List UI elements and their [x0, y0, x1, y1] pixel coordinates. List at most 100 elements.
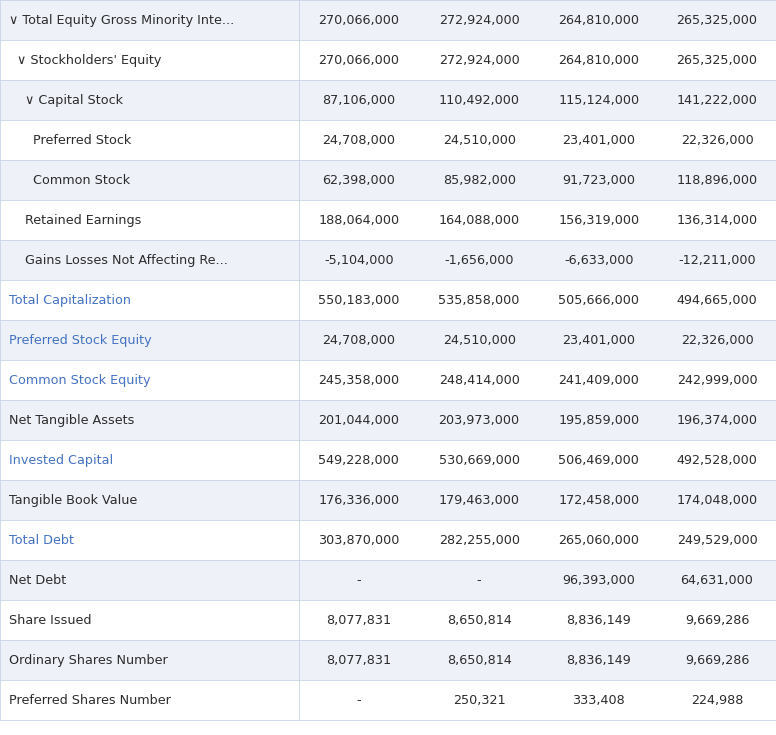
- Bar: [0, 440, 776, 480]
- Text: 494,665,000: 494,665,000: [677, 293, 757, 306]
- Bar: [0, 320, 776, 360]
- Text: Tangible Book Value: Tangible Book Value: [9, 494, 137, 506]
- Text: 23,401,000: 23,401,000: [562, 334, 636, 347]
- Text: -5,104,000: -5,104,000: [324, 254, 393, 267]
- Text: 115,124,000: 115,124,000: [558, 93, 639, 107]
- Text: Share Issued: Share Issued: [9, 614, 92, 627]
- Bar: [0, 520, 776, 560]
- Text: 195,859,000: 195,859,000: [558, 414, 639, 427]
- Text: Net Debt: Net Debt: [9, 574, 67, 587]
- Text: 535,858,000: 535,858,000: [438, 293, 520, 306]
- Text: Total Capitalization: Total Capitalization: [9, 293, 131, 306]
- Text: Common Stock: Common Stock: [9, 173, 130, 187]
- Text: Preferred Stock Equity: Preferred Stock Equity: [9, 334, 152, 347]
- Text: 272,924,000: 272,924,000: [438, 13, 520, 26]
- Bar: [0, 0, 776, 40]
- Text: 8,650,814: 8,650,814: [447, 653, 511, 667]
- Text: 110,492,000: 110,492,000: [438, 93, 520, 107]
- Text: 156,319,000: 156,319,000: [558, 214, 639, 226]
- Text: Ordinary Shares Number: Ordinary Shares Number: [9, 653, 168, 667]
- Text: 196,374,000: 196,374,000: [677, 414, 757, 427]
- Text: 85,982,000: 85,982,000: [442, 173, 516, 187]
- Text: 24,708,000: 24,708,000: [322, 134, 396, 146]
- Text: 505,666,000: 505,666,000: [558, 293, 639, 306]
- Bar: [0, 480, 776, 520]
- Text: 224,988: 224,988: [691, 694, 743, 707]
- Text: 270,066,000: 270,066,000: [318, 13, 400, 26]
- Text: Common Stock Equity: Common Stock Equity: [9, 373, 151, 387]
- Text: 118,896,000: 118,896,000: [677, 173, 757, 187]
- Text: Preferred Shares Number: Preferred Shares Number: [9, 694, 171, 707]
- Text: 96,393,000: 96,393,000: [563, 574, 635, 587]
- Bar: [0, 600, 776, 640]
- Text: 8,836,149: 8,836,149: [566, 653, 631, 667]
- Text: 22,326,000: 22,326,000: [681, 134, 753, 146]
- Bar: [0, 160, 776, 200]
- Text: 245,358,000: 245,358,000: [318, 373, 400, 387]
- Text: 8,077,831: 8,077,831: [327, 653, 391, 667]
- Text: 264,810,000: 264,810,000: [558, 54, 639, 67]
- Text: 141,222,000: 141,222,000: [677, 93, 757, 107]
- Text: 249,529,000: 249,529,000: [677, 534, 757, 547]
- Text: Net Tangible Assets: Net Tangible Assets: [9, 414, 135, 427]
- Text: Gains Losses Not Affecting Re...: Gains Losses Not Affecting Re...: [9, 254, 228, 267]
- Text: ∨ Total Equity Gross Minority Inte...: ∨ Total Equity Gross Minority Inte...: [9, 13, 234, 26]
- Text: 9,669,286: 9,669,286: [685, 614, 749, 627]
- Text: 203,973,000: 203,973,000: [438, 414, 520, 427]
- Text: -: -: [357, 574, 361, 587]
- Text: Total Debt: Total Debt: [9, 534, 74, 547]
- Text: 174,048,000: 174,048,000: [677, 494, 757, 506]
- Text: 265,060,000: 265,060,000: [558, 534, 639, 547]
- Text: Preferred Stock: Preferred Stock: [9, 134, 132, 146]
- Text: 265,325,000: 265,325,000: [677, 13, 757, 26]
- Text: 24,510,000: 24,510,000: [442, 334, 516, 347]
- Text: 333,408: 333,408: [573, 694, 625, 707]
- Text: 8,836,149: 8,836,149: [566, 614, 631, 627]
- Text: 87,106,000: 87,106,000: [322, 93, 396, 107]
- Text: ∨ Stockholders' Equity: ∨ Stockholders' Equity: [9, 54, 161, 67]
- Text: 265,325,000: 265,325,000: [677, 54, 757, 67]
- Text: 506,469,000: 506,469,000: [558, 453, 639, 467]
- Text: 22,326,000: 22,326,000: [681, 334, 753, 347]
- Bar: [0, 120, 776, 160]
- Text: -: -: [477, 574, 481, 587]
- Text: 242,999,000: 242,999,000: [677, 373, 757, 387]
- Bar: [0, 200, 776, 240]
- Text: 250,321: 250,321: [453, 694, 505, 707]
- Text: 492,528,000: 492,528,000: [677, 453, 757, 467]
- Bar: [0, 40, 776, 80]
- Bar: [0, 240, 776, 280]
- Text: 176,336,000: 176,336,000: [318, 494, 400, 506]
- Text: -: -: [357, 694, 361, 707]
- Text: -12,211,000: -12,211,000: [678, 254, 756, 267]
- Text: 64,631,000: 64,631,000: [681, 574, 753, 587]
- Text: 9,669,286: 9,669,286: [685, 653, 749, 667]
- Text: 23,401,000: 23,401,000: [562, 134, 636, 146]
- Text: 282,255,000: 282,255,000: [438, 534, 520, 547]
- Text: 270,066,000: 270,066,000: [318, 54, 400, 67]
- Text: 164,088,000: 164,088,000: [438, 214, 520, 226]
- Text: Invested Capital: Invested Capital: [9, 453, 113, 467]
- Text: -6,633,000: -6,633,000: [564, 254, 633, 267]
- Text: -1,656,000: -1,656,000: [445, 254, 514, 267]
- Bar: [0, 681, 776, 720]
- Text: 172,458,000: 172,458,000: [558, 494, 639, 506]
- Text: 8,077,831: 8,077,831: [327, 614, 391, 627]
- Text: 201,044,000: 201,044,000: [318, 414, 400, 427]
- Text: 188,064,000: 188,064,000: [318, 214, 400, 226]
- Text: 136,314,000: 136,314,000: [677, 214, 757, 226]
- Text: 272,924,000: 272,924,000: [438, 54, 520, 67]
- Bar: [0, 400, 776, 440]
- Text: 62,398,000: 62,398,000: [323, 173, 395, 187]
- Text: 179,463,000: 179,463,000: [438, 494, 520, 506]
- Text: 248,414,000: 248,414,000: [438, 373, 520, 387]
- Text: Retained Earnings: Retained Earnings: [9, 214, 142, 226]
- Text: 264,810,000: 264,810,000: [558, 13, 639, 26]
- Text: 24,708,000: 24,708,000: [322, 334, 396, 347]
- Text: 530,669,000: 530,669,000: [438, 453, 520, 467]
- Text: 550,183,000: 550,183,000: [318, 293, 400, 306]
- Text: 241,409,000: 241,409,000: [558, 373, 639, 387]
- Bar: [0, 560, 776, 600]
- Text: 24,510,000: 24,510,000: [442, 134, 516, 146]
- Bar: [0, 360, 776, 400]
